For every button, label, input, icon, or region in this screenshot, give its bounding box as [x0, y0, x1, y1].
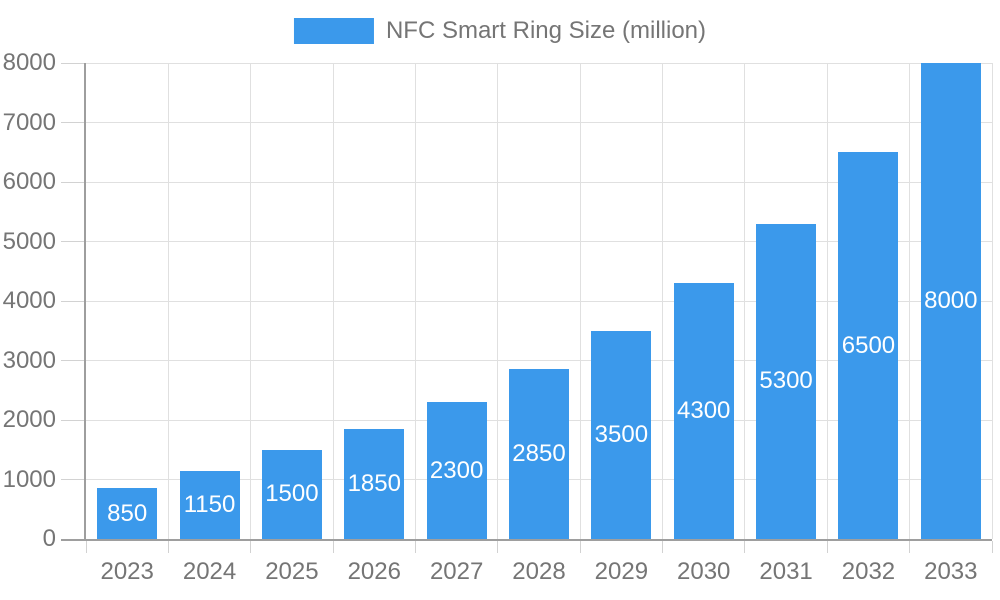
bar-2025[interactable]: 1500 — [261, 449, 322, 539]
h-gridline-8000 — [86, 62, 992, 64]
v-gridline-11 — [991, 63, 993, 539]
y-tick-8000 — [61, 62, 84, 64]
x-tick-4 — [414, 541, 416, 553]
v-gridline-1 — [167, 63, 169, 539]
y-tick-6000 — [61, 181, 84, 183]
y-axis-label-2000: 2000 — [2, 406, 56, 433]
bar-2030[interactable]: 4300 — [673, 283, 734, 539]
plot-area: 0 1000 2000 3000 4000 5000 6000 7000 8000 850 2023… — [3, 49, 993, 585]
bar-value-label-2027: 2300 — [429, 456, 484, 484]
v-gridline-3 — [332, 63, 334, 539]
h-gridline-6000 — [86, 181, 992, 183]
y-axis-label-8000: 8000 — [2, 49, 56, 76]
x-axis-label-2027: 2027 — [429, 558, 484, 585]
v-gridline-6 — [579, 63, 581, 539]
x-axis-label-2031: 2031 — [759, 558, 813, 585]
y-axis-label-1000: 1000 — [2, 465, 56, 493]
bar-2024[interactable]: 1150 — [179, 470, 240, 539]
x-axis-label-2032: 2032 — [841, 558, 896, 585]
h-gridline-3000 — [86, 360, 992, 361]
v-gridline-8 — [744, 63, 746, 539]
x-axis-label-2026: 2026 — [347, 558, 401, 585]
x-axis-label-2033: 2033 — [924, 558, 978, 585]
v-gridline-7 — [662, 63, 664, 539]
x-tick-2 — [250, 541, 252, 553]
y-axis-label-5000: 5000 — [2, 227, 56, 255]
x-tick-3 — [332, 541, 334, 553]
bar-value-label-2024: 1150 — [183, 490, 236, 518]
h-gridline-5000 — [86, 241, 992, 242]
bar-value-label-2030: 4300 — [677, 397, 731, 425]
bar-2027[interactable]: 2300 — [426, 402, 487, 539]
x-tick-6 — [579, 541, 581, 553]
x-tick-11 — [991, 541, 993, 553]
y-axis-label-7000: 7000 — [2, 108, 56, 136]
v-gridline-5 — [497, 63, 499, 539]
x-tick-8 — [744, 541, 746, 553]
bar-2032[interactable]: 6500 — [838, 152, 899, 539]
y-axis-label-3000: 3000 — [2, 346, 56, 374]
v-gridline-9 — [826, 63, 828, 539]
x-axis-label-2025: 2025 — [265, 558, 319, 585]
x-tick-9 — [826, 541, 828, 553]
y-tick-1000 — [61, 479, 84, 480]
bar-value-label-2025: 1500 — [265, 480, 319, 508]
y-tick-5000 — [61, 241, 84, 242]
y-tick-2000 — [61, 419, 84, 421]
bar-2029[interactable]: 3500 — [591, 330, 652, 539]
v-gridline-2 — [250, 63, 252, 539]
x-tick-10 — [909, 541, 911, 553]
x-tick-7 — [662, 541, 664, 553]
bar-value-label-2033: 8000 — [924, 287, 978, 314]
legend-label: NFC Smart Ring Size (million) — [385, 17, 707, 44]
legend-swatch-icon — [293, 18, 374, 44]
bar-value-label-2031: 5300 — [759, 367, 813, 395]
x-tick-0 — [85, 541, 87, 553]
bar-2023[interactable]: 850 — [97, 488, 158, 539]
x-tick-5 — [497, 541, 499, 553]
x-axis-label-2028: 2028 — [512, 558, 566, 585]
x-tick-1 — [167, 541, 169, 553]
y-tick-3000 — [61, 360, 84, 361]
x-axis-label-2024: 2024 — [182, 558, 237, 585]
legend[interactable]: NFC Smart Ring Size (million) — [293, 17, 707, 45]
bar-value-label-2029: 3500 — [594, 420, 649, 448]
bar-2026[interactable]: 1850 — [344, 428, 405, 539]
bar-2031[interactable]: 5300 — [756, 223, 817, 539]
bar-value-label-2028: 2850 — [512, 440, 566, 468]
bar-2028[interactable]: 2850 — [509, 369, 569, 539]
y-axis-label-6000: 6000 — [2, 168, 56, 195]
v-gridline-4 — [414, 63, 416, 539]
y-axis-label-4000: 4000 — [2, 287, 56, 314]
y-axis-label-0: 0 — [42, 525, 56, 552]
bar-value-label-2026: 1850 — [347, 469, 401, 497]
v-gridline-10 — [909, 63, 911, 539]
x-axis-baseline — [61, 539, 992, 541]
x-axis-label-2030: 2030 — [677, 558, 731, 585]
bar-value-label-2023: 850 — [107, 499, 148, 527]
y-axis-line — [84, 63, 86, 541]
bar-2033[interactable]: 8000 — [920, 63, 981, 539]
y-tick-7000 — [61, 122, 84, 123]
h-gridline-7000 — [86, 122, 992, 123]
bar-value-label-2032: 6500 — [841, 331, 896, 359]
h-gridline-4000 — [86, 300, 992, 302]
x-axis-label-2029: 2029 — [594, 558, 649, 585]
y-tick-4000 — [61, 300, 84, 302]
x-axis-label-2023: 2023 — [100, 558, 154, 585]
